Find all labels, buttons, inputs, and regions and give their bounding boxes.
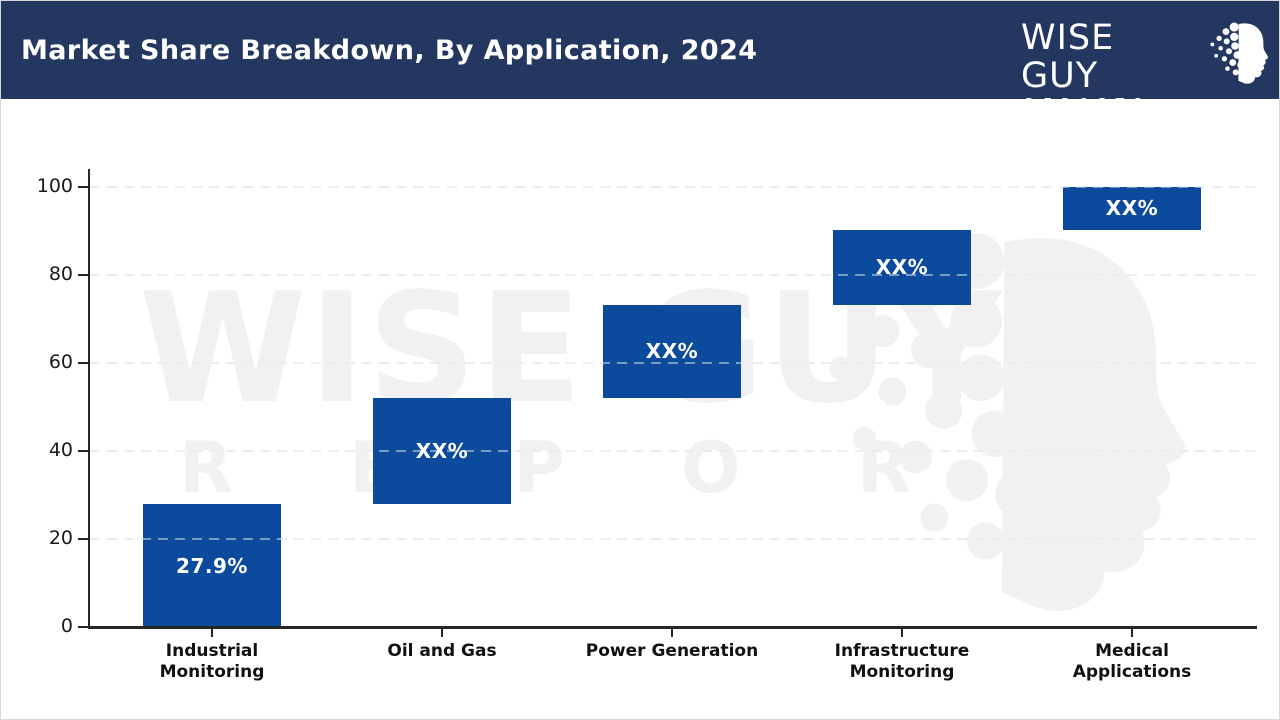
gridline-over-60	[90, 362, 1256, 364]
x-category-label-4: Infrastructure Monitoring	[834, 641, 970, 682]
bar-industrial-monitoring: 27.9%	[143, 504, 281, 627]
x-axis-line	[88, 626, 1257, 629]
bar-power-generation: XX%	[603, 304, 741, 398]
gridline-100	[90, 186, 1256, 188]
gridline-80	[90, 274, 1256, 276]
gridline-40	[90, 450, 1256, 452]
y-tick-mark-20	[78, 538, 88, 540]
gridline-over-100	[90, 186, 1256, 188]
y-tick-mark-0	[78, 626, 88, 628]
bar-medical-applications: XX%	[1063, 187, 1201, 230]
gridline-over-80	[90, 274, 1256, 276]
x-tick-mark-1	[211, 629, 213, 637]
bar-value-label: XX%	[1105, 196, 1159, 221]
gridline-over-20	[90, 538, 1256, 540]
y-axis-line	[88, 169, 90, 628]
x-category-label-5: Medical Applications	[1072, 641, 1192, 682]
header-band: Market Share Breakdown, By Application, …	[1, 1, 1279, 112]
x-category-label-2: Oil and Gas	[387, 641, 497, 661]
chart-title: Market Share Breakdown, By Application, …	[21, 34, 758, 66]
y-tick-mark-60	[78, 362, 88, 364]
brand-face-icon	[1201, 15, 1269, 89]
y-tick-label-100: 100	[36, 175, 73, 197]
brand-logo-text: WISE GUY REPORTS	[1021, 19, 1199, 112]
y-tick-label-20: 20	[48, 527, 73, 549]
y-tick-label-60: 60	[48, 351, 73, 373]
bar-infrastructure-monitoring: XX%	[833, 229, 971, 305]
x-tick-mark-5	[1131, 629, 1133, 637]
gridline-20	[90, 538, 1256, 540]
y-tick-label-40: 40	[48, 439, 73, 461]
x-tick-mark-2	[441, 629, 443, 637]
brand-name: WISE GUY	[1021, 18, 1115, 96]
x-category-label-1: Industrial Monitoring	[159, 641, 265, 682]
brand-subname: REPORTS	[1025, 97, 1152, 112]
y-tick-mark-80	[78, 274, 88, 276]
bar-oil-and-gas: XX%	[373, 397, 511, 505]
bar-value-label: XX%	[415, 438, 469, 463]
y-tick-mark-100	[78, 186, 88, 188]
y-tick-mark-40	[78, 450, 88, 452]
y-tick-label-80: 80	[48, 263, 73, 285]
x-tick-mark-3	[671, 629, 673, 637]
bar-value-label: 27.9%	[176, 553, 248, 578]
x-category-label-3: Power Generation	[585, 641, 759, 661]
gridline-over-40	[90, 450, 1256, 452]
x-tick-mark-4	[901, 629, 903, 637]
bar-value-label: XX%	[645, 339, 699, 364]
brand-logo: WISE GUY REPORTS	[1021, 11, 1271, 112]
y-tick-label-0: 0	[60, 615, 73, 637]
